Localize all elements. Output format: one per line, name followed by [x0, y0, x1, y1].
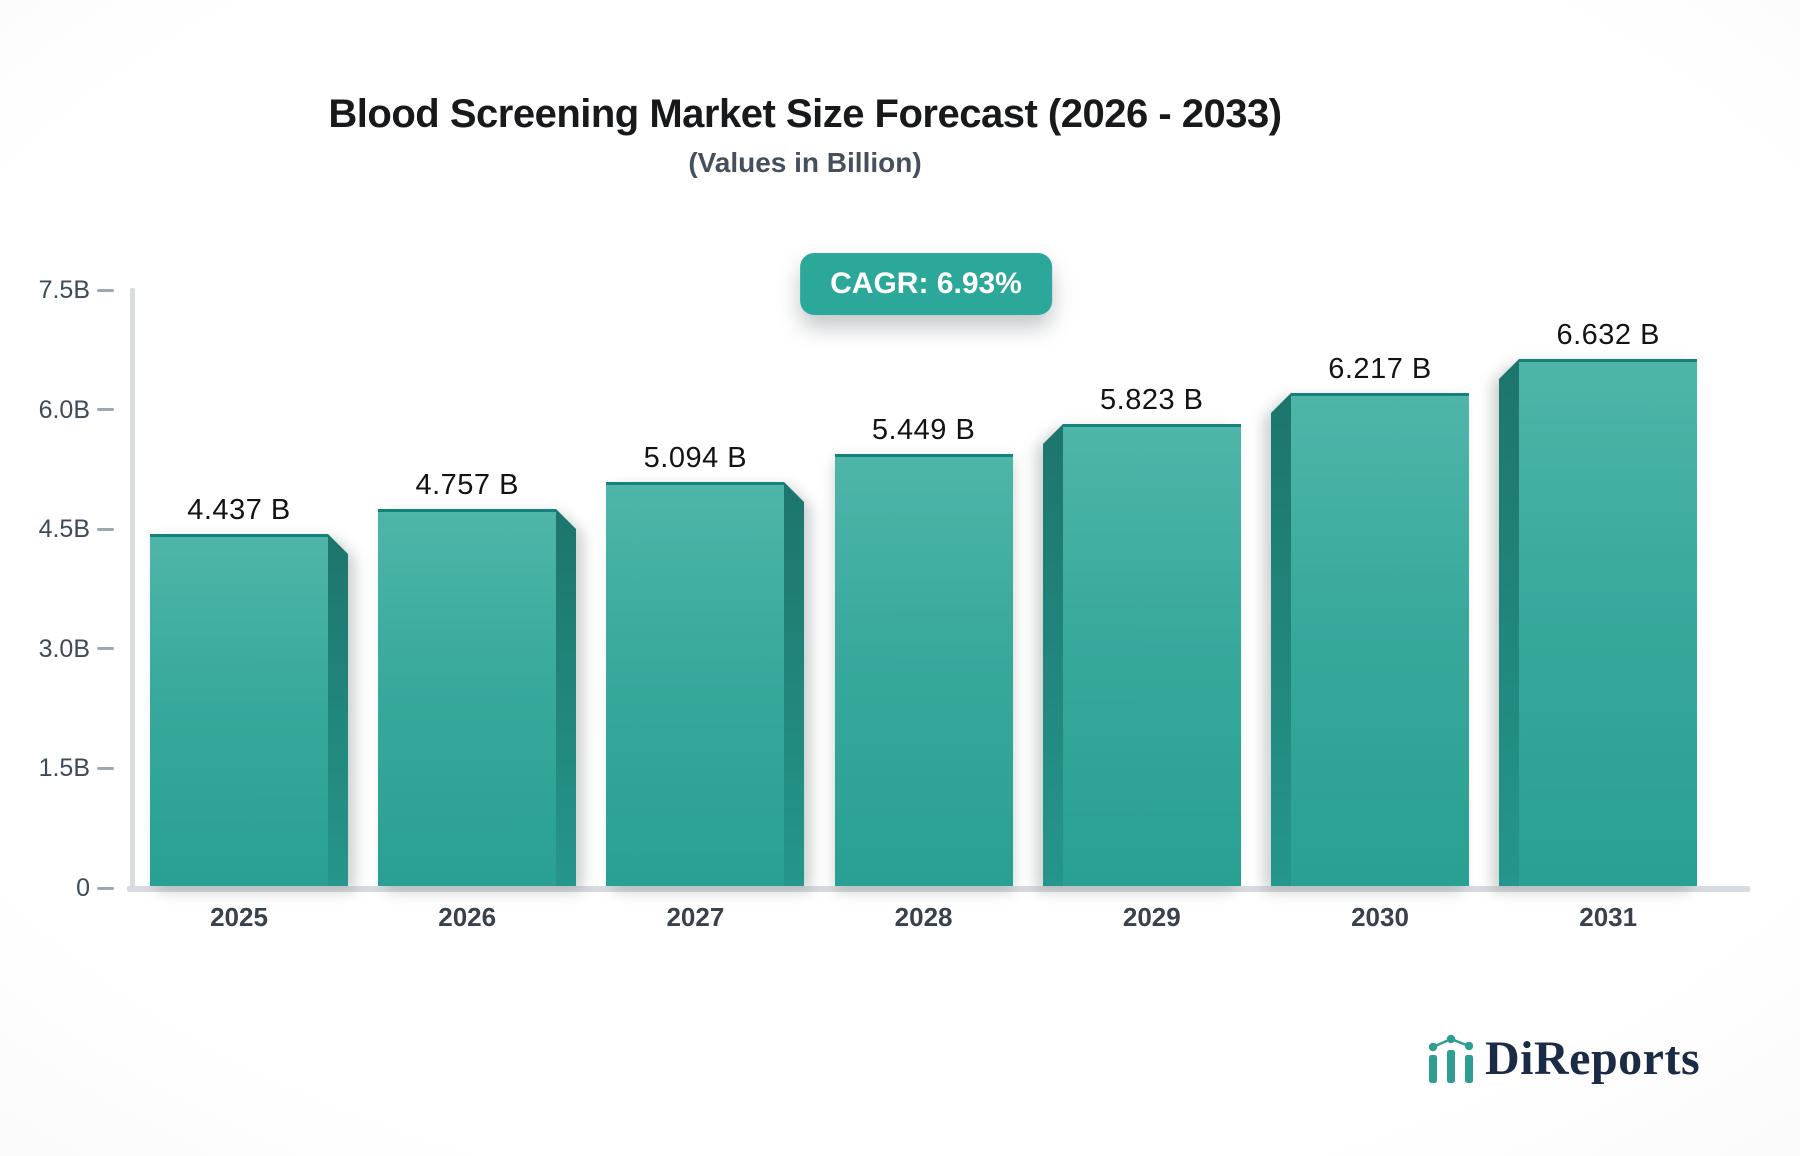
chart-subtitle: (Values in Billion) [688, 147, 922, 178]
bar-2027 [606, 482, 804, 886]
direports-logo-text: DiReports [1485, 1032, 1701, 1085]
bar-chart-trend-icon [1428, 1034, 1474, 1083]
y-tick-dash [97, 288, 114, 292]
y-tick-label: 6.0B [38, 395, 90, 424]
direports-logo: DiReports [1428, 1032, 1700, 1083]
bar-face [606, 482, 784, 886]
bar-side-face [1271, 393, 1291, 886]
y-tick-label: 3.0B [38, 634, 90, 663]
y-tick-label: 7.5B [38, 276, 90, 305]
y-tick-dash [97, 647, 114, 651]
bar-2026 [378, 509, 576, 886]
x-axis-label: 2030 [1351, 902, 1409, 932]
x-baseline [127, 886, 1750, 892]
y-tick-label: 0 [76, 874, 90, 902]
bar-2029 [1043, 424, 1241, 886]
y-tick-dash [97, 527, 114, 531]
x-axis-label: 2028 [894, 902, 953, 932]
x-axis-label: 2026 [438, 902, 497, 932]
x-axis-label: 2031 [1579, 902, 1638, 932]
y-tick-dash [97, 886, 114, 890]
x-axis-label: 2025 [210, 902, 268, 932]
y-tick-dash [97, 766, 114, 770]
bar-face [1291, 393, 1469, 886]
bar-value-label: 6.217 B [1328, 353, 1432, 385]
bar-2031 [1499, 359, 1697, 886]
y-tick-label: 1.5B [38, 754, 90, 783]
bar-value-label: 5.449 B [871, 414, 976, 446]
cagr-badge: CAGR: 6.93% [800, 253, 1052, 315]
bar-face [1519, 359, 1697, 886]
bar-face [835, 454, 1013, 886]
bar-2028 [835, 454, 1013, 886]
y-tick-label: 4.5B [38, 515, 90, 544]
bar-side-face [328, 534, 348, 886]
bar-value-label: 5.823 B [1100, 384, 1204, 416]
chart-title: Blood Screening Market Size Forecast (20… [328, 92, 1282, 136]
y-tick-dash [97, 408, 114, 412]
bar-value-label: 4.437 B [187, 494, 291, 526]
bar-2030 [1271, 393, 1469, 886]
y-axis-line [130, 288, 135, 892]
bar-side-face [1499, 359, 1519, 886]
bar-2025 [150, 534, 348, 886]
bar-face [1063, 424, 1241, 886]
x-axis-label: 2027 [666, 902, 725, 932]
bar-face [150, 534, 328, 886]
bar-value-label: 6.632 B [1556, 319, 1660, 351]
bar-side-face [784, 482, 804, 886]
bar-side-face [556, 509, 576, 886]
bar-face [378, 509, 556, 886]
x-axis-label: 2029 [1122, 902, 1181, 932]
bar-value-label: 4.757 B [415, 469, 519, 501]
bar-side-face [1043, 424, 1063, 886]
bar-value-label: 5.094 B [643, 442, 748, 474]
